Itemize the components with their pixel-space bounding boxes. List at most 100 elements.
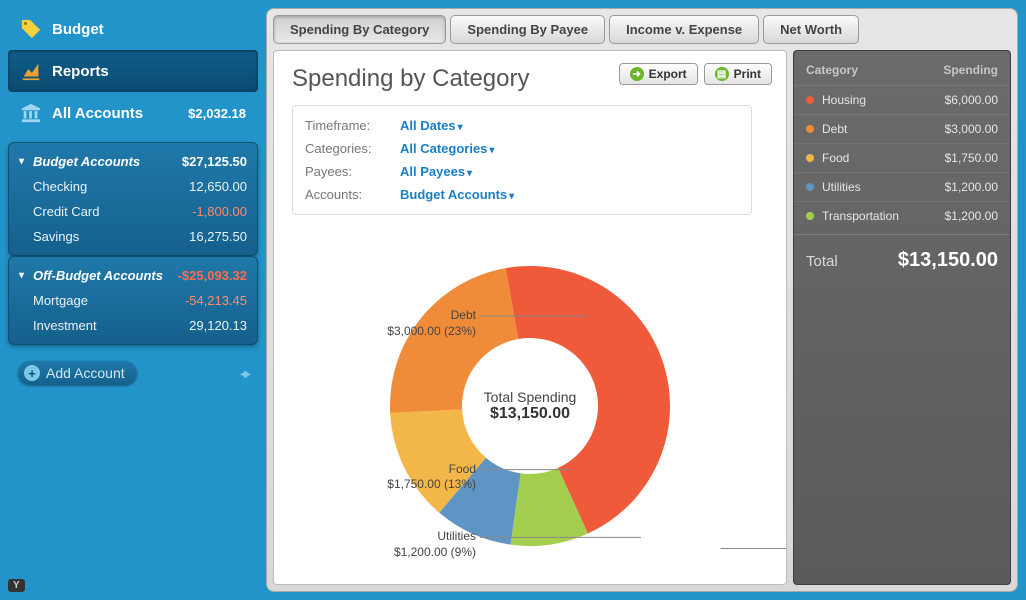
filter-panel: Timeframe: All Dates Categories: All Cat… <box>292 105 752 215</box>
legend-category: Transportation <box>822 209 899 223</box>
print-icon: ▤ <box>715 67 729 81</box>
legend-row[interactable]: Utilities $1,200.00 <box>794 172 1010 201</box>
account-group-title: Off-Budget Accounts <box>33 268 163 283</box>
legend-amount: $1,750.00 <box>945 151 998 165</box>
legend-dot-icon <box>806 212 814 220</box>
filter-label: Categories: <box>305 141 400 156</box>
slice-label: Food$1,750.00 (13%) <box>387 462 476 493</box>
filter-row: Payees: All Payees <box>305 160 739 183</box>
filter-row: Timeframe: All Dates <box>305 114 739 137</box>
tab[interactable]: Net Worth <box>763 15 859 44</box>
export-icon: ➜ <box>630 67 644 81</box>
legend-amount: $1,200.00 <box>945 209 998 223</box>
legend-category: Debt <box>822 122 847 136</box>
donut-center: Total Spending $13,150.00 <box>484 389 577 423</box>
legend-dot-icon <box>806 125 814 133</box>
main-panel: Spending By CategorySpending By PayeeInc… <box>266 8 1018 592</box>
filter-label: Accounts: <box>305 187 400 202</box>
donut-total-value: $13,150.00 <box>484 405 577 423</box>
add-account-label: Add Account <box>46 365 125 381</box>
legend-panel: Category Spending Housing $6,000.00 Debt… <box>793 50 1011 585</box>
legend-amount: $1,200.00 <box>945 180 998 194</box>
report-tabs: Spending By CategorySpending By PayeeInc… <box>273 15 1011 44</box>
tab[interactable]: Spending By Category <box>273 15 446 44</box>
filter-value[interactable]: All Dates <box>400 118 463 133</box>
legend-category: Food <box>822 151 849 165</box>
account-amount: 29,120.13 <box>189 318 247 333</box>
account-name: Checking <box>33 179 87 194</box>
legend-row[interactable]: Housing $6,000.00 <box>794 85 1010 114</box>
legend-header: Category Spending <box>794 59 1010 85</box>
legend-total: Total $13,150.00 <box>794 234 1010 276</box>
filter-value[interactable]: Budget Accounts <box>400 187 514 202</box>
export-button[interactable]: ➜ Export <box>619 63 698 85</box>
add-account-button[interactable]: + Add Account <box>18 361 137 385</box>
account-group-header[interactable]: ▾ Off-Budget Accounts -$25,093.32 <box>9 263 257 288</box>
slice-label: Utilities$1,200.00 (9%) <box>394 529 476 560</box>
legend-amount: $6,000.00 <box>945 93 998 107</box>
account-row[interactable]: Savings 16,275.50 <box>9 224 257 249</box>
bank-icon <box>20 102 42 124</box>
nav-label: All Accounts <box>52 105 143 122</box>
account-amount: -54,213.45 <box>185 293 247 308</box>
print-button[interactable]: ▤ Print <box>704 63 772 85</box>
nav-label: Budget <box>52 21 104 38</box>
account-name: Savings <box>33 229 79 244</box>
legend-dot-icon <box>806 183 814 191</box>
legend-row[interactable]: Debt $3,000.00 <box>794 114 1010 143</box>
nav-item-budget[interactable]: Budget <box>8 8 258 50</box>
chart-icon <box>20 60 42 82</box>
legend-dot-icon <box>806 154 814 162</box>
account-row[interactable]: Mortgage -54,213.45 <box>9 288 257 313</box>
filter-label: Payees: <box>305 164 400 179</box>
legend-col-category: Category <box>806 63 858 77</box>
account-group: ▾ Budget Accounts $27,125.50 Checking 12… <box>8 142 258 256</box>
expand-collapse-icon[interactable]: ◂▸ <box>240 365 248 382</box>
chevron-down-icon: ▾ <box>19 270 29 281</box>
chevron-down-icon: ▾ <box>19 156 29 167</box>
filter-value[interactable]: All Categories <box>400 141 494 156</box>
plus-icon: + <box>24 365 40 381</box>
nav-amount: $2,032.18 <box>188 106 246 121</box>
account-name: Credit Card <box>33 204 99 219</box>
tab[interactable]: Income v. Expense <box>609 15 759 44</box>
slice-label: Debt$3,000.00 (23%) <box>387 308 476 339</box>
account-group: ▾ Off-Budget Accounts -$25,093.32 Mortga… <box>8 256 258 345</box>
legend-total-value: $13,150.00 <box>898 249 998 272</box>
account-row[interactable]: Credit Card -1,800.00 <box>9 199 257 224</box>
account-name: Mortgage <box>33 293 88 308</box>
report-card: Spending by Category ➜ Export ▤ Print Ti… <box>273 50 787 585</box>
account-row[interactable]: Investment 29,120.13 <box>9 313 257 338</box>
y-badge: Y <box>8 579 25 592</box>
account-amount: 12,650.00 <box>189 179 247 194</box>
filter-label: Timeframe: <box>305 118 400 133</box>
tag-icon <box>20 18 42 40</box>
legend-amount: $3,000.00 <box>945 122 998 136</box>
account-group-header[interactable]: ▾ Budget Accounts $27,125.50 <box>9 149 257 174</box>
legend-row[interactable]: Food $1,750.00 <box>794 143 1010 172</box>
account-row[interactable]: Checking 12,650.00 <box>9 174 257 199</box>
legend-col-spending: Spending <box>943 63 998 77</box>
sidebar: Budget Reports All Accounts $2,032.18 ▾ B… <box>8 8 258 592</box>
donut-chart: Total Spending $13,150.00 <box>360 236 700 576</box>
filter-row: Accounts: Budget Accounts <box>305 183 739 206</box>
legend-row[interactable]: Transportation $1,200.00 <box>794 201 1010 230</box>
account-amount: 16,275.50 <box>189 229 247 244</box>
legend-total-label: Total <box>806 253 838 270</box>
donut-total-label: Total Spending <box>484 389 577 405</box>
nav-label: Reports <box>52 63 109 80</box>
tab[interactable]: Spending By Payee <box>450 15 605 44</box>
account-group-total: -$25,093.32 <box>178 268 247 283</box>
account-group-title: Budget Accounts <box>33 154 140 169</box>
add-account-row: + Add Account ◂▸ <box>8 355 258 391</box>
account-amount: -1,800.00 <box>192 204 247 219</box>
nav-item-all[interactable]: All Accounts $2,032.18 <box>8 92 258 134</box>
nav-item-reports[interactable]: Reports <box>8 50 258 92</box>
filter-value[interactable]: All Payees <box>400 164 472 179</box>
legend-category: Utilities <box>822 180 861 194</box>
filter-row: Categories: All Categories <box>305 137 739 160</box>
account-name: Investment <box>33 318 97 333</box>
legend-category: Housing <box>822 93 866 107</box>
account-group-total: $27,125.50 <box>182 154 247 169</box>
legend-dot-icon <box>806 96 814 104</box>
